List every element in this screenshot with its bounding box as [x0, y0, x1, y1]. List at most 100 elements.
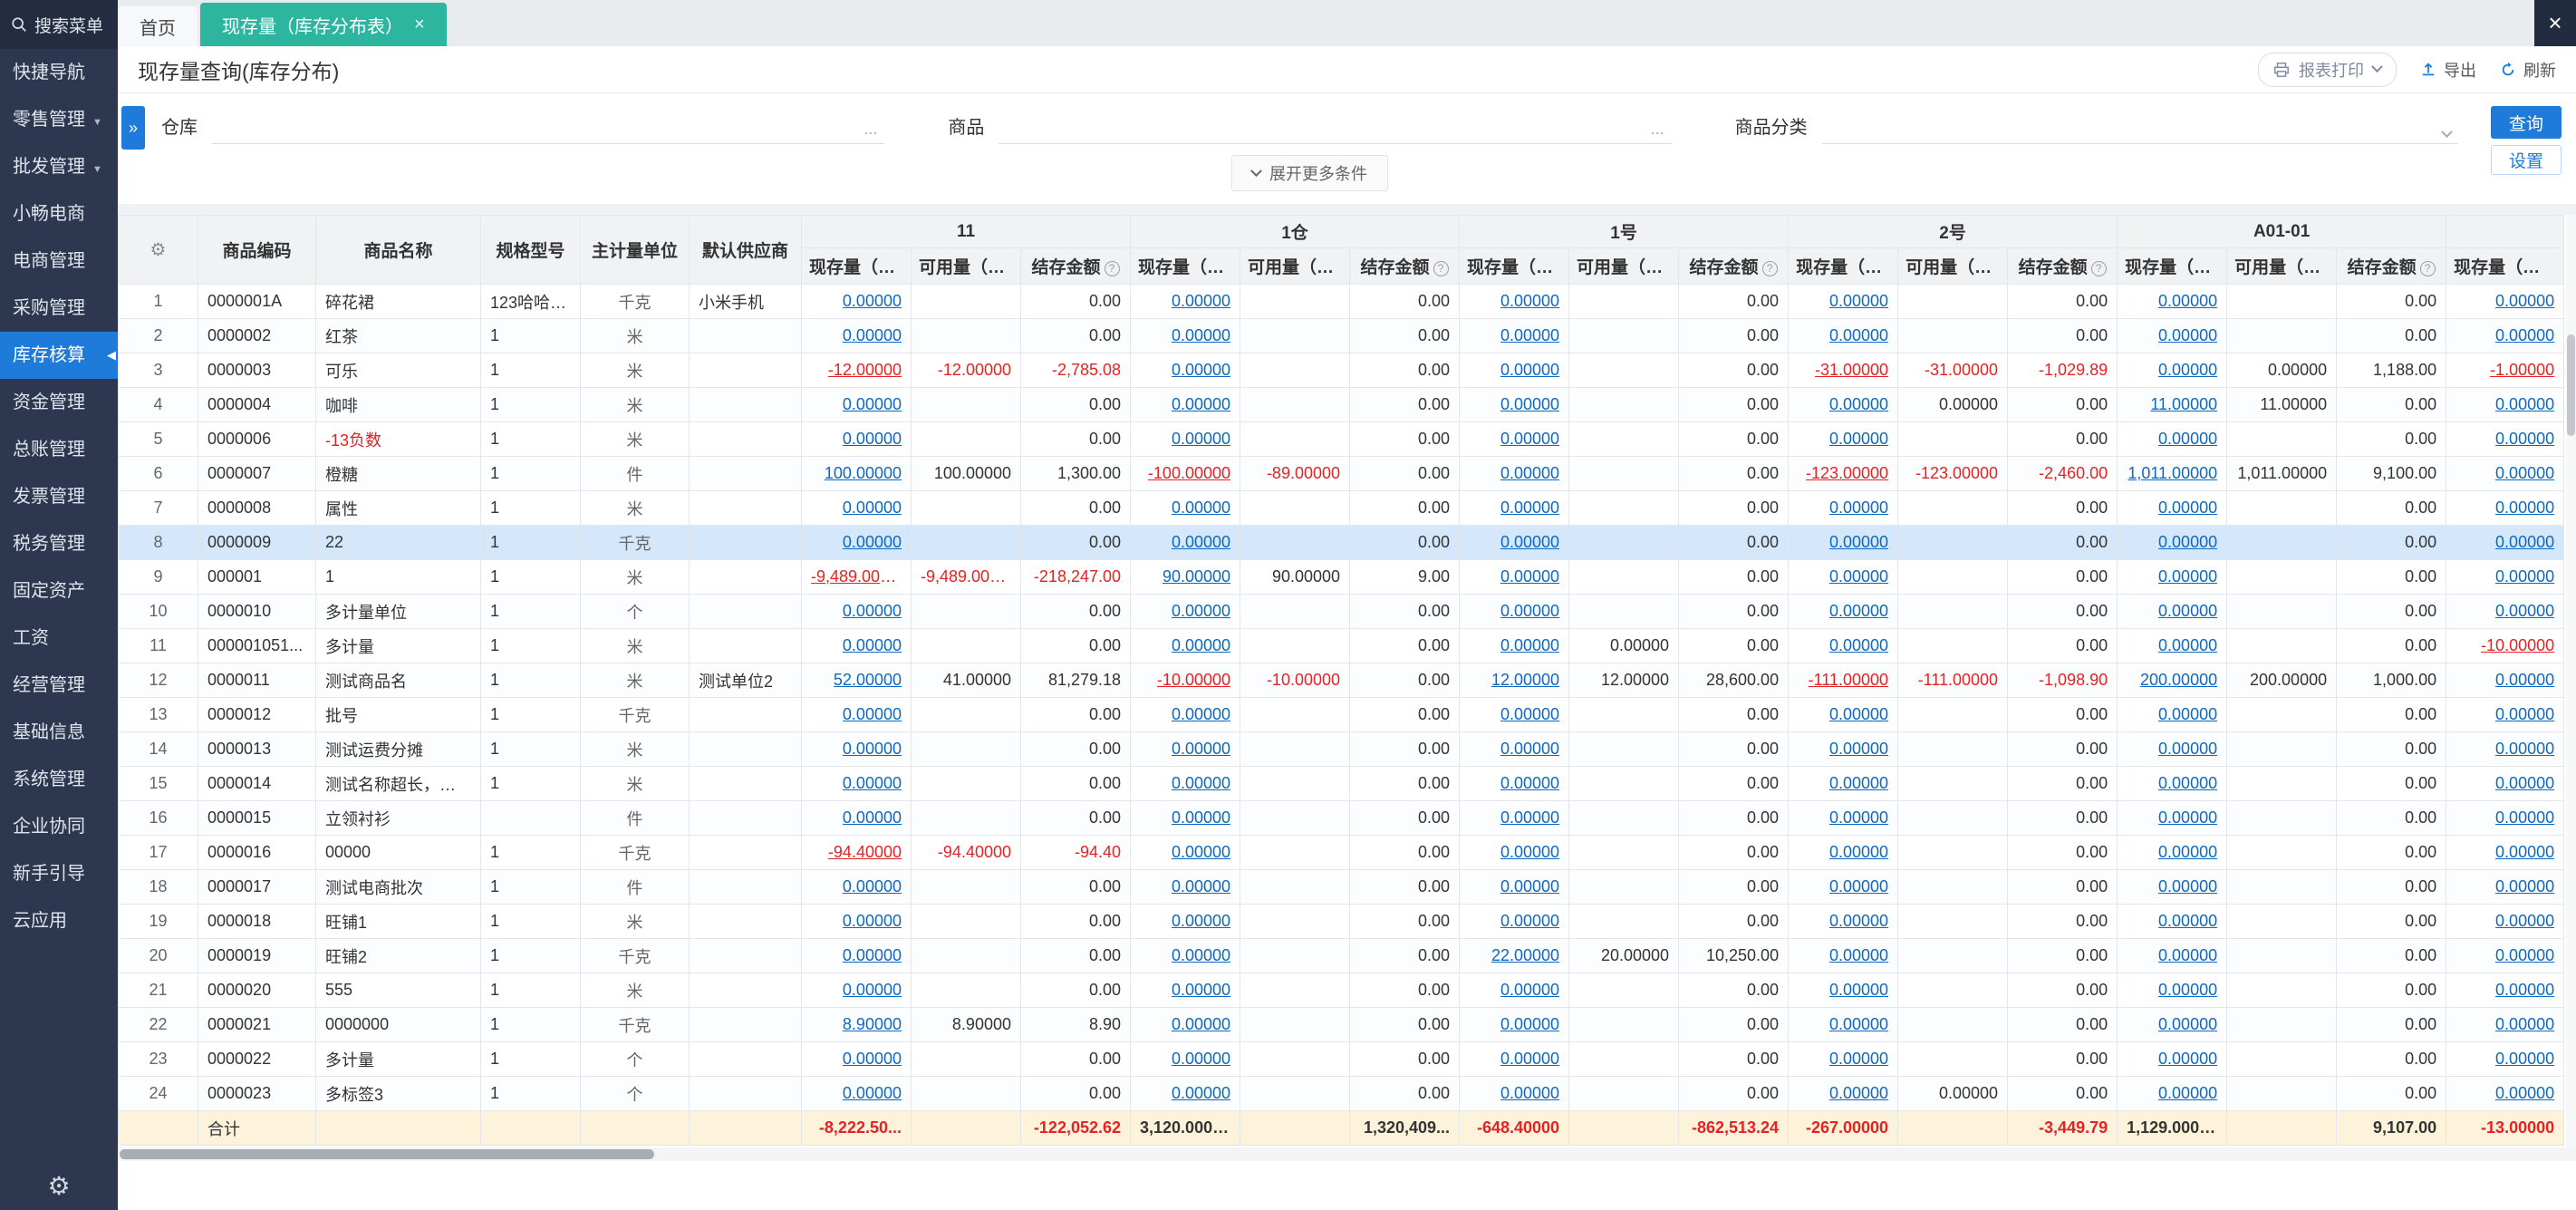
- table-row[interactable]: 5 0000006 -13负数 1 米 0.00000 0.00 0.00000 0.00 0.0…: [118, 421, 2565, 457]
- stock-qty-link[interactable]: 0.00000: [1459, 628, 1570, 663]
- stock-qty-link[interactable]: 0.00000: [1459, 353, 1570, 388]
- stock-qty-link[interactable]: 0.00000: [1788, 973, 1899, 1008]
- stock-qty-link[interactable]: 0.00000: [1788, 421, 1899, 457]
- stock-qty-link[interactable]: 0.00000: [1130, 421, 1241, 457]
- sidebar-item[interactable]: 固定资产: [0, 567, 118, 615]
- stock-qty-link[interactable]: -12.00000: [801, 353, 912, 388]
- stock-qty-link[interactable]: 0.00000: [2446, 904, 2565, 939]
- stock-qty-link[interactable]: 0.00000: [2446, 284, 2565, 319]
- stock-qty-link[interactable]: -9,489.00000: [801, 559, 912, 595]
- stock-qty-link[interactable]: 0.00000: [1788, 697, 1899, 732]
- stock-qty-link[interactable]: -1.00000: [2446, 353, 2565, 388]
- sidebar-item[interactable]: 企业协同: [0, 803, 118, 850]
- stock-qty-link[interactable]: 0.00000: [1459, 594, 1570, 629]
- stock-qty-link[interactable]: 0.00000: [1459, 525, 1570, 560]
- stock-qty-link[interactable]: 0.00000: [1130, 525, 1241, 560]
- table-row[interactable]: 24 0000023 多标签3 1 个 0.00000 0.00 0.00000 0.00 0.0…: [118, 1076, 2565, 1111]
- sidebar-item[interactable]: 基础信息: [0, 709, 118, 756]
- stock-qty-link[interactable]: -10.00000: [2446, 628, 2565, 663]
- table-row[interactable]: 7 0000008 属性 1 米 0.00000 0.00 0.00000 0.00 0.0000…: [118, 490, 2565, 526]
- table-row[interactable]: 10 0000010 多计量单位 1 个 0.00000 0.00 0.00000 0.00 0.…: [118, 594, 2565, 629]
- stock-qty-link[interactable]: 1,011.00000: [2117, 456, 2228, 491]
- stock-qty-link[interactable]: 0.00000: [801, 904, 912, 939]
- table-row[interactable]: 11 000001051... 多计量 1 米 0.00000 0.00 0.00000 0.0…: [118, 628, 2565, 663]
- stock-qty-link[interactable]: 0.00000: [801, 800, 912, 836]
- table-row[interactable]: 22 0000021 0000000 1 千克 8.90000 8.90000 8.90 0.0…: [118, 1007, 2565, 1042]
- stock-qty-link[interactable]: 0.00000: [1130, 387, 1241, 422]
- sidebar-item[interactable]: 资金管理: [0, 379, 118, 426]
- stock-qty-link[interactable]: -94.40000: [801, 835, 912, 870]
- stock-qty-link[interactable]: 0.00000: [801, 697, 912, 732]
- horizontal-scrollbar-thumb[interactable]: [120, 1149, 654, 1159]
- stock-qty-link[interactable]: 0.00000: [2446, 938, 2565, 973]
- table-row[interactable]: 16 0000015 立领衬衫件 0.00000 0.00 0.00000 0.00 0.00…: [118, 800, 2565, 836]
- stock-qty-link[interactable]: 0.00000: [2117, 1007, 2228, 1042]
- stock-qty-link[interactable]: 0.00000: [1130, 731, 1241, 767]
- refresh-button[interactable]: 刷新: [2500, 58, 2556, 82]
- category-chevron-down-icon[interactable]: [2441, 126, 2453, 139]
- stock-qty-link[interactable]: 0.00000: [2117, 318, 2228, 353]
- stock-qty-link[interactable]: 0.00000: [1130, 938, 1241, 973]
- stock-qty-link[interactable]: 0.00000: [1459, 766, 1570, 801]
- stock-qty-link[interactable]: 200.00000: [2117, 663, 2228, 698]
- stock-qty-link[interactable]: 0.00000: [1130, 1007, 1241, 1042]
- stock-qty-link[interactable]: 0.00000: [1788, 731, 1899, 767]
- stock-qty-link[interactable]: 0.00000: [2117, 731, 2228, 767]
- stock-qty-link[interactable]: 0.00000: [2446, 973, 2565, 1008]
- panel-expand-handle[interactable]: »: [121, 106, 145, 150]
- stock-qty-link[interactable]: 0.00000: [1459, 284, 1570, 319]
- stock-qty-link[interactable]: 0.00000: [2117, 938, 2228, 973]
- stock-qty-link[interactable]: 0.00000: [801, 1041, 912, 1077]
- stock-qty-link[interactable]: 0.00000: [2446, 594, 2565, 629]
- stock-qty-link[interactable]: 0.00000: [801, 938, 912, 973]
- table-row[interactable]: 9 000001 1 1 米 -9,489.00000 -9,489.000... -218,…: [118, 559, 2565, 595]
- table-row[interactable]: 20 0000019 旺铺2 1 千克 0.00000 0.00 0.00000 0.00 22.…: [118, 938, 2565, 973]
- sidebar-item[interactable]: 系统管理: [0, 756, 118, 803]
- stock-qty-link[interactable]: 0.00000: [1788, 1007, 1899, 1042]
- table-row[interactable]: 23 0000022 多计量 1 个 0.00000 0.00 0.00000 0.00 0.00…: [118, 1041, 2565, 1077]
- stock-qty-link[interactable]: 0.00000: [2117, 697, 2228, 732]
- stock-qty-link[interactable]: 0.00000: [1459, 869, 1570, 905]
- table-row[interactable]: 19 0000018 旺铺1 1 米 0.00000 0.00 0.00000 0.00 0.00…: [118, 904, 2565, 939]
- stock-qty-link[interactable]: 0.00000: [1130, 766, 1241, 801]
- info-icon[interactable]: ?: [1761, 261, 1778, 276]
- stock-qty-link[interactable]: 0.00000: [2117, 628, 2228, 663]
- category-select[interactable]: [1821, 110, 2458, 144]
- stock-qty-link[interactable]: 0.00000: [2117, 594, 2228, 629]
- tab-close-icon[interactable]: ×: [414, 14, 425, 34]
- stock-qty-link[interactable]: 0.00000: [1788, 525, 1899, 560]
- warehouse-input[interactable]: ...: [212, 110, 885, 144]
- table-row[interactable]: 150000014测试名称超长，然后数...1米0.000000.000.000…: [118, 766, 2565, 801]
- stock-qty-link[interactable]: 0.00000: [1459, 973, 1570, 1008]
- stock-qty-link[interactable]: 0.00000: [1788, 904, 1899, 939]
- tab-inventory-distribution[interactable]: 现存量（库存分布表） ×: [200, 3, 447, 46]
- settings-gear-icon[interactable]: ⚙: [47, 1172, 71, 1200]
- stock-qty-link[interactable]: 0.00000: [1130, 697, 1241, 732]
- stock-qty-link[interactable]: 0.00000: [2446, 1076, 2565, 1111]
- sidebar-item[interactable]: 发票管理: [0, 473, 118, 520]
- stock-qty-link[interactable]: 0.00000: [1130, 800, 1241, 836]
- table-row[interactable]: 21 0000020 555 1 米 0.00000 0.00 0.00000 0.00 0.00…: [118, 973, 2565, 1008]
- column-settings-icon[interactable]: ⚙: [118, 215, 198, 285]
- info-icon[interactable]: ?: [2419, 261, 2436, 276]
- stock-qty-link[interactable]: 0.00000: [1130, 1076, 1241, 1111]
- stock-qty-link[interactable]: 0.00000: [2117, 284, 2228, 319]
- sidebar-item[interactable]: 采购管理: [0, 285, 118, 332]
- stock-qty-link[interactable]: 0.00000: [1130, 628, 1241, 663]
- stock-qty-link[interactable]: 0.00000: [1130, 973, 1241, 1008]
- stock-qty-link[interactable]: 0.00000: [1459, 835, 1570, 870]
- stock-qty-link[interactable]: 0.00000: [1788, 1041, 1899, 1077]
- print-button[interactable]: 报表打印: [2258, 52, 2397, 87]
- stock-qty-link[interactable]: 11.00000: [2117, 387, 2228, 422]
- warehouse-picker-icon[interactable]: ...: [863, 120, 878, 138]
- stock-qty-link[interactable]: 0.00000: [2446, 800, 2565, 836]
- stock-qty-link[interactable]: 0.00000: [1459, 904, 1570, 939]
- stock-qty-link[interactable]: 0.00000: [2446, 490, 2565, 526]
- stock-qty-link[interactable]: 0.00000: [1459, 421, 1570, 457]
- table-row[interactable]: 4 0000004 咖啡 1 米 0.00000 0.00 0.00000 0.00 0.0000…: [118, 387, 2565, 422]
- stock-qty-link[interactable]: 0.00000: [2117, 973, 2228, 1008]
- stock-qty-link[interactable]: 0.00000: [801, 628, 912, 663]
- stock-qty-link[interactable]: 0.00000: [1459, 490, 1570, 526]
- stock-qty-link[interactable]: 0.00000: [1130, 1041, 1241, 1077]
- sidebar-item[interactable]: 零售管理 ▼: [0, 96, 118, 143]
